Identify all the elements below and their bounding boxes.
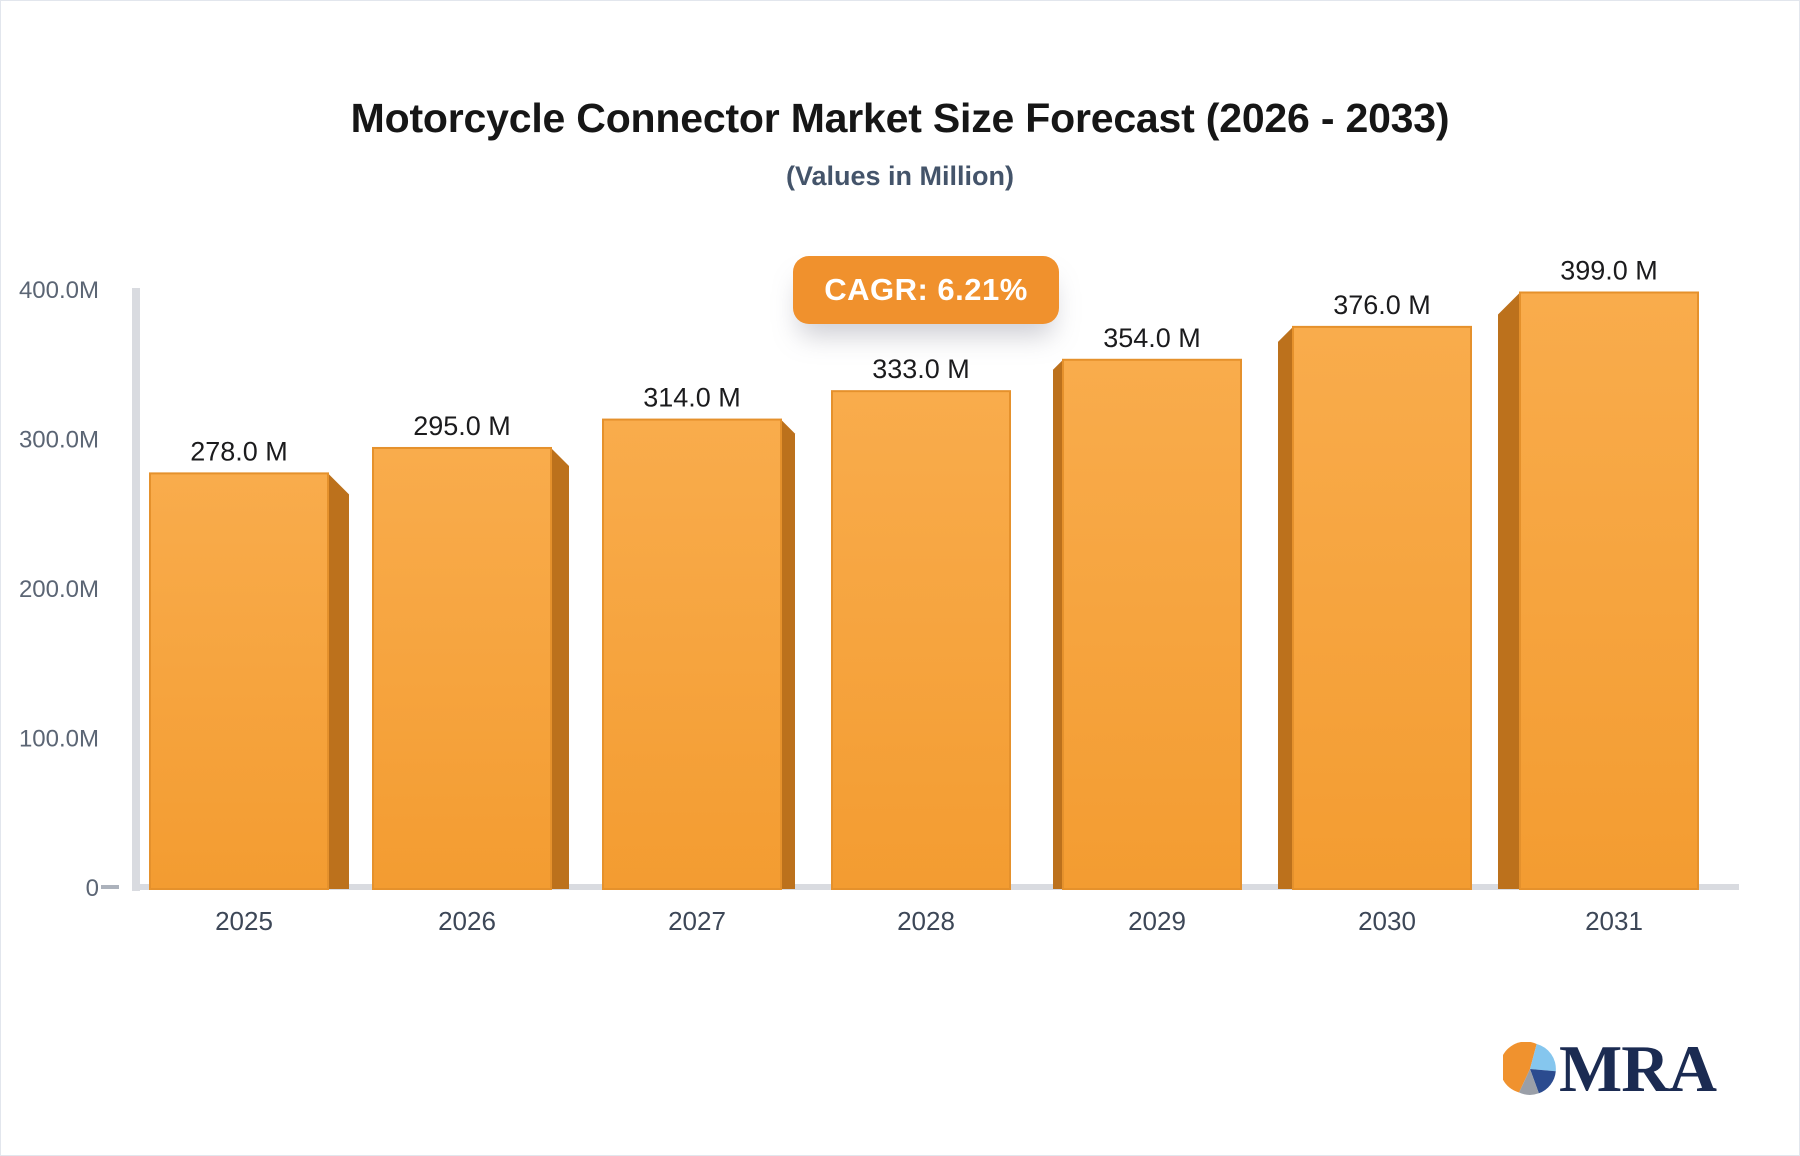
y-axis-line xyxy=(132,288,140,891)
x-tick-label-2027: 2027 xyxy=(668,906,726,936)
bar-side-2031 xyxy=(1498,292,1520,889)
bar-2031 xyxy=(1519,291,1699,890)
bar-2026 xyxy=(372,446,552,890)
bar-2029 xyxy=(1062,358,1242,890)
logo-pie-slice-orange xyxy=(1503,1042,1537,1093)
bar-2025 xyxy=(149,472,329,890)
cagr-badge-label: CAGR: 6.21% xyxy=(824,272,1028,307)
logo-pie-slice-gray xyxy=(1519,1069,1539,1095)
x-tick-label-2030: 2030 xyxy=(1358,906,1416,936)
bar-side-2025 xyxy=(328,473,349,889)
bar-2027 xyxy=(602,418,782,890)
mra-logo-text: MRA xyxy=(1559,1032,1717,1106)
bar-side-2026 xyxy=(551,447,569,889)
logo-pie-slice-navy xyxy=(1530,1069,1556,1094)
mra-logo: MRA xyxy=(1503,1032,1717,1106)
bar-value-label-2026: 295.0 M xyxy=(413,411,511,441)
x-tick-label-2026: 2026 xyxy=(438,906,496,936)
y-tick-label-300.0M: 300.0M xyxy=(19,427,99,454)
bar-side-2030 xyxy=(1278,326,1293,889)
chart-subtitle: (Values in Million) xyxy=(785,161,1015,191)
x-tick-label-2028: 2028 xyxy=(897,906,955,936)
page-title: Motorcycle Connector Market Size Forecas… xyxy=(350,95,1450,141)
bar-value-label-2029: 354.0 M xyxy=(1103,323,1201,353)
bar-value-label-2030: 376.0 M xyxy=(1333,290,1431,320)
bar-2028 xyxy=(831,390,1011,890)
bar-value-label-2031: 399.0 M xyxy=(1560,255,1658,285)
y-tick-label-0: 0 xyxy=(86,875,99,902)
bar-value-label-2025: 278.0 M xyxy=(190,436,288,466)
x-tick-label-2025: 2025 xyxy=(215,906,273,936)
zero-tick-mark xyxy=(101,885,119,889)
y-tick-label-100.0M: 100.0M xyxy=(19,726,99,753)
bar-2030 xyxy=(1292,325,1472,890)
bar-side-2029 xyxy=(1053,359,1063,889)
y-tick-label-200.0M: 200.0M xyxy=(19,576,99,603)
cagr-badge: CAGR: 6.21% xyxy=(793,256,1059,324)
bar-value-label-2027: 314.0 M xyxy=(643,383,741,413)
bar-value-label-2028: 333.0 M xyxy=(872,354,970,384)
x-tick-label-2029: 2029 xyxy=(1128,906,1186,936)
logo-pie-slice-lightblue xyxy=(1530,1044,1556,1072)
x-tick-label-2031: 2031 xyxy=(1585,906,1643,936)
bar-side-2027 xyxy=(781,419,795,889)
mra-logo-pie-icon xyxy=(1503,1042,1556,1095)
y-tick-label-400.0M: 400.0M xyxy=(19,277,99,304)
